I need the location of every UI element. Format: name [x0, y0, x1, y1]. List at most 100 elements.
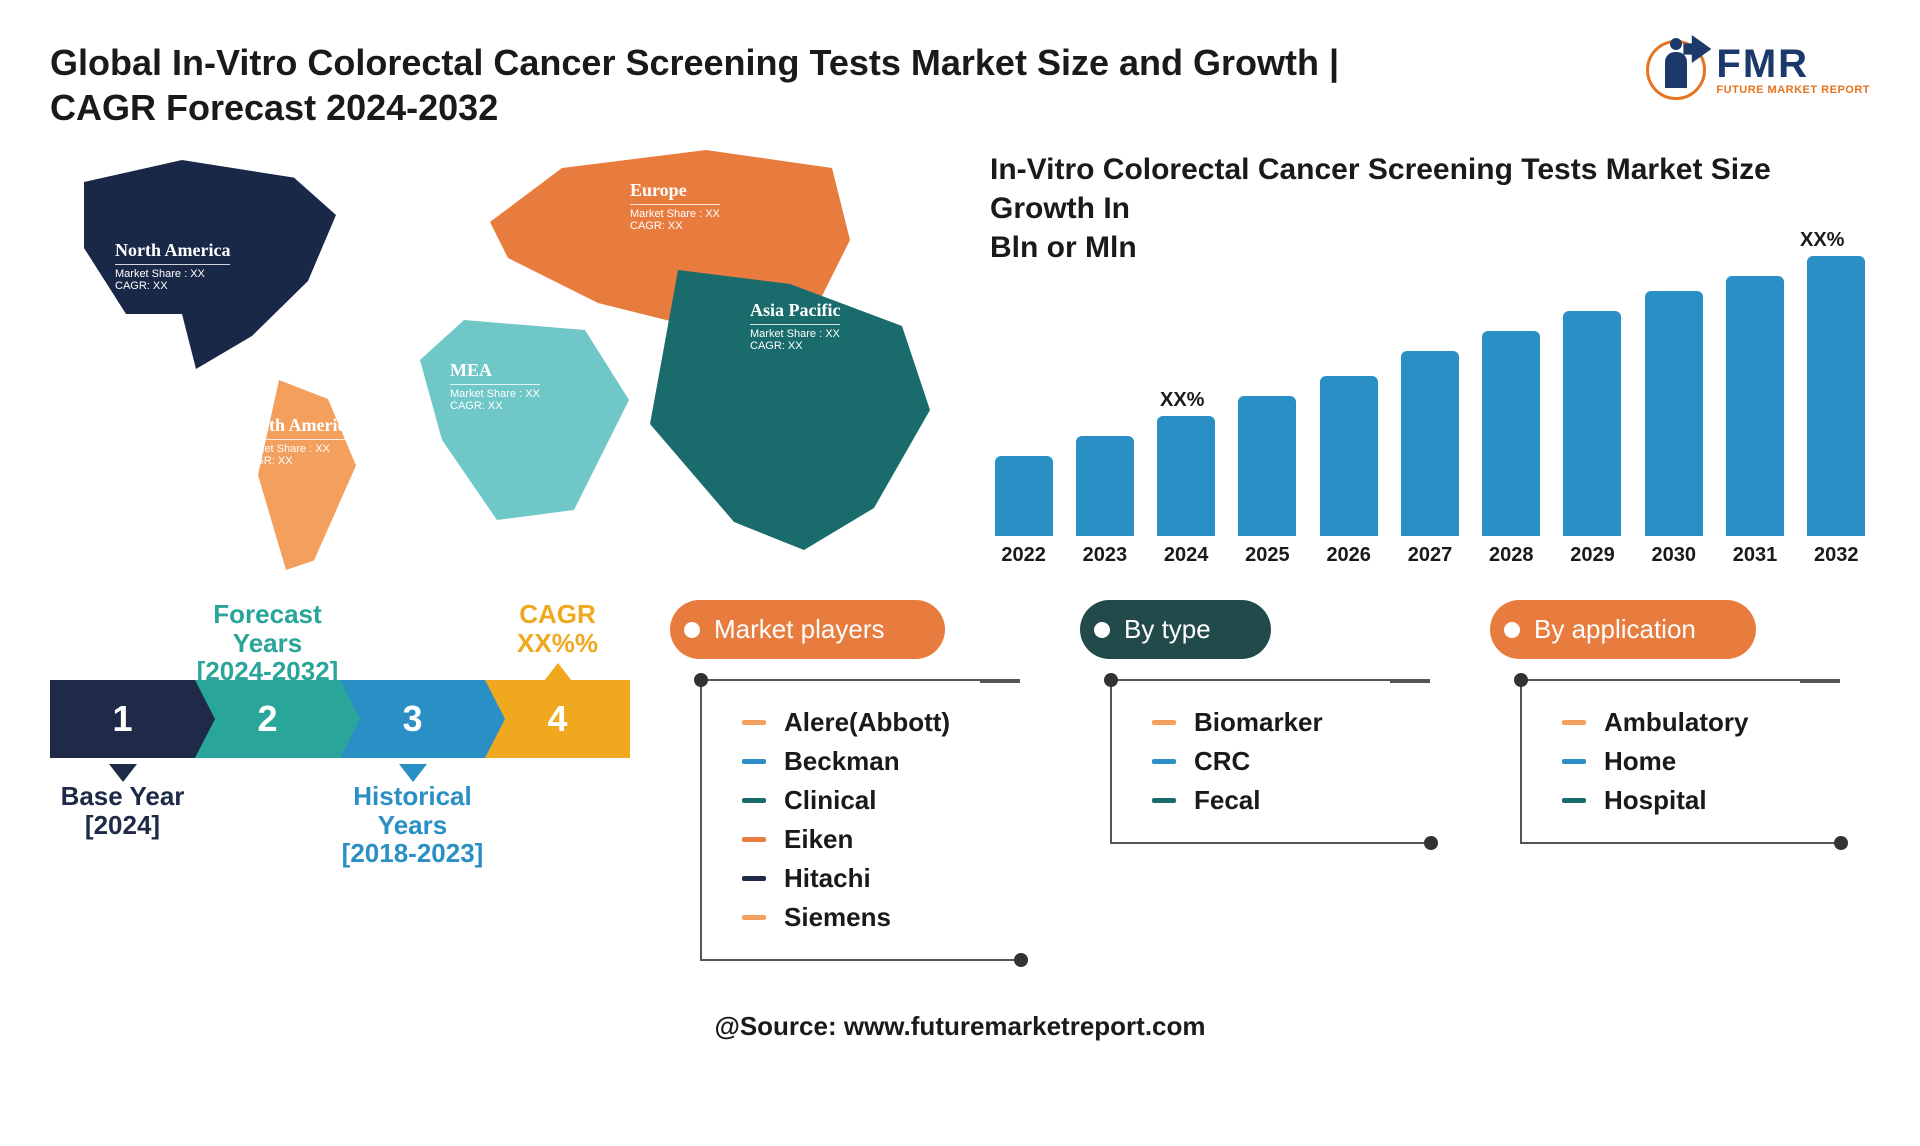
bars-container: 2022202320242025202620272028202920302031… [990, 287, 1870, 567]
category-item-text: Biomarker [1194, 707, 1323, 738]
category-bracket: Ambulatory Home Hospital [1520, 679, 1840, 844]
timeline-segment-3: 3 [340, 680, 485, 758]
bar-2026 [1320, 376, 1378, 536]
category-item-text: Ambulatory [1604, 707, 1748, 738]
bar-2028 [1482, 331, 1540, 536]
region-label-mea: MEAMarket Share : XXCAGR: XX [450, 360, 540, 412]
bar-col-2031: 2031 [1721, 276, 1788, 567]
category-bracket: Biomarker CRC Fecal [1110, 679, 1430, 844]
bar-label-2031: 2031 [1733, 544, 1778, 567]
bar-col-2022: 2022 [990, 456, 1057, 567]
category-item: Hospital [1562, 785, 1840, 816]
bar-col-2026: 2026 [1315, 376, 1382, 567]
category-item-text: Clinical [784, 785, 876, 816]
tick-icon [1152, 759, 1176, 764]
region-label-asia-pacific: Asia PacificMarket Share : XXCAGR: XX [750, 300, 840, 352]
category-item: Fecal [1152, 785, 1430, 816]
bar-annotation: XX% [1800, 229, 1844, 252]
tick-icon [742, 759, 766, 764]
category-item: Eiken [742, 824, 1020, 855]
category-item: Alere(Abbott) [742, 707, 1020, 738]
timeline-num: 4 [547, 698, 567, 740]
page-title: Global In-Vitro Colorectal Cancer Screen… [50, 40, 1350, 130]
region-label-south-america: South AmericaMarket Share : XXCAGR: XX [240, 415, 355, 467]
dot-icon [684, 622, 700, 638]
bar-col-2025: 2025 [1234, 396, 1301, 567]
category-item: Biomarker [1152, 707, 1430, 738]
bar-annotation: XX% [1160, 389, 1204, 412]
bar-col-2023: 2023 [1071, 436, 1138, 567]
tick-icon [742, 837, 766, 842]
timeline: Forecast Years[2024-2032]CAGRXX%%1234Bas… [50, 600, 630, 868]
timeline-num: 3 [402, 698, 422, 740]
category-title: By type [1124, 614, 1211, 645]
tick-icon [1152, 720, 1176, 725]
tick-icon [1152, 798, 1176, 803]
category-by-application: By application Ambulatory Home Hospital [1490, 600, 1870, 961]
timeline-label: Base Year[2024] [50, 782, 195, 839]
bar-col-2027: 2027 [1396, 351, 1463, 567]
timeline-segment-4: 4 [485, 680, 630, 758]
category-item-text: Fecal [1194, 785, 1261, 816]
category-item: Clinical [742, 785, 1020, 816]
bar-chart: In-Vitro Colorectal Cancer Screening Tes… [990, 150, 1870, 570]
category-item: Beckman [742, 746, 1020, 777]
tick-icon [742, 720, 766, 725]
category-item-text: Siemens [784, 902, 891, 933]
region-south-america [230, 380, 370, 570]
category-bracket: Alere(Abbott) Beckman Clinical Eiken Hitachi… [700, 679, 1020, 961]
category-item-text: Beckman [784, 746, 900, 777]
header: Global In-Vitro Colorectal Cancer Screen… [50, 40, 1870, 130]
bar-label-2024: 2024 [1164, 544, 1209, 567]
bar-label-2025: 2025 [1245, 544, 1290, 567]
timeline-num: 1 [112, 698, 132, 740]
category-item: Hitachi [742, 863, 1020, 894]
category-item-text: Home [1604, 746, 1676, 777]
tick-icon [1562, 759, 1586, 764]
bar-col-2032: 2032 [1803, 256, 1870, 567]
category-item: CRC [1152, 746, 1430, 777]
category-item-text: Hitachi [784, 863, 871, 894]
pointer-down-icon [399, 764, 427, 782]
bar-2027 [1401, 351, 1459, 536]
bar-2032 [1807, 256, 1865, 536]
bar-2031 [1726, 276, 1784, 536]
category-item: Ambulatory [1562, 707, 1840, 738]
tick-icon [742, 876, 766, 881]
chart-title: In-Vitro Colorectal Cancer Screening Tes… [990, 150, 1870, 267]
timeline-segment-2: 2 [195, 680, 340, 758]
bar-2023 [1076, 436, 1134, 536]
tick-icon [742, 798, 766, 803]
timeline-num: 2 [257, 698, 277, 740]
bar-label-2026: 2026 [1326, 544, 1371, 567]
logo-text: FMR FUTURE MARKET REPORT [1716, 44, 1870, 96]
world-map: North AmericaMarket Share : XXCAGR: XXSo… [50, 150, 950, 570]
category-pill: By application [1490, 600, 1756, 659]
pointer-up-icon [544, 663, 572, 681]
bar-2029 [1563, 311, 1621, 536]
region-label-europe: EuropeMarket Share : XXCAGR: XX [630, 180, 720, 232]
bar-label-2023: 2023 [1083, 544, 1128, 567]
top-row: North AmericaMarket Share : XXCAGR: XXSo… [50, 150, 1870, 570]
category-title: By application [1534, 614, 1696, 645]
category-pill: Market players [670, 600, 945, 659]
source-line: @Source: www.futuremarketreport.com [50, 1011, 1870, 1042]
dot-icon [1094, 622, 1110, 638]
category-pill: By type [1080, 600, 1271, 659]
bar-col-2030: 2030 [1640, 291, 1707, 567]
bar-2024 [1157, 416, 1215, 536]
bar-label-2032: 2032 [1814, 544, 1859, 567]
category-item-text: CRC [1194, 746, 1250, 777]
category-item-text: Eiken [784, 824, 853, 855]
category-by-type: By type Biomarker CRC Fecal [1080, 600, 1460, 961]
category-item: Siemens [742, 902, 1020, 933]
bar-label-2030: 2030 [1652, 544, 1697, 567]
tick-icon [1562, 720, 1586, 725]
logo-abbr: FMR [1716, 44, 1870, 84]
bar-col-2028: 2028 [1478, 331, 1545, 567]
pointer-down-icon [109, 764, 137, 782]
category-title: Market players [714, 614, 885, 645]
timeline-label: Historical Years[2018-2023] [340, 782, 485, 868]
timeline-label: Forecast Years[2024-2032] [195, 600, 340, 686]
logo-icon [1646, 40, 1706, 100]
